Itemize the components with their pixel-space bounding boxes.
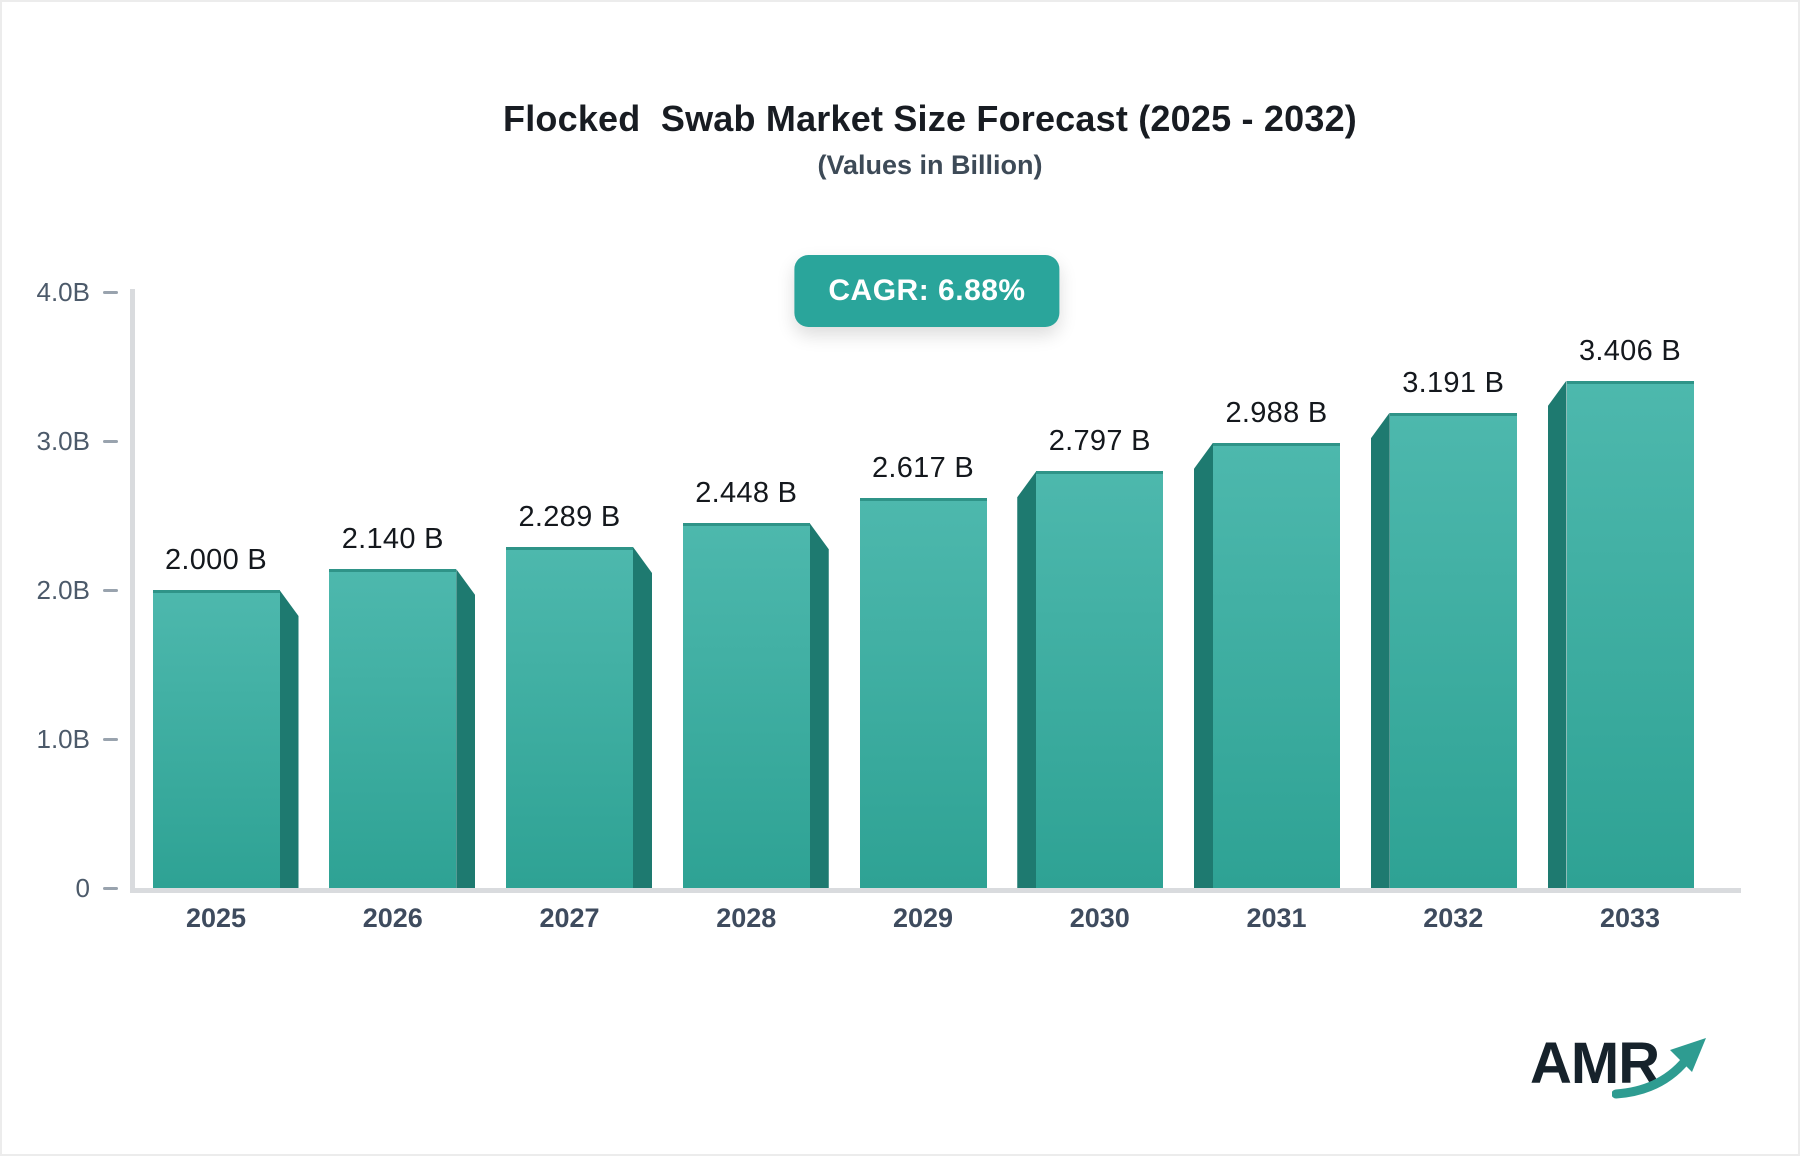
bar-side-face [1370,412,1390,888]
y-tick-label: 2.0B [36,575,91,605]
y-tick-label: 4.0B [36,277,91,307]
x-tick-label-2025: 2025 [185,903,247,933]
bar-value-label: 3.406 B [1578,334,1682,367]
bar-side-face [1194,442,1213,888]
y-tick-dash [103,738,118,741]
bar-2030[interactable] [1036,471,1164,888]
bar-value-label: 2.140 B [341,523,444,556]
y-tick-dash [103,291,118,294]
amr-logo-text: AMR [1530,1031,1660,1096]
y-tick-dash [103,887,118,890]
x-tick-label-2030: 2030 [1069,903,1130,933]
bar-value-label: 2.448 B [695,477,798,510]
x-tick-label-2031: 2031 [1246,903,1307,933]
y-tick-label: 3.0B [36,426,91,456]
amr-logo: AMR [1530,1030,1720,1110]
bar-side-face [809,523,829,888]
x-axis-line [130,888,1741,893]
x-tick-label-2027: 2027 [539,903,600,933]
bar-value-label: 3.191 B [1402,366,1505,399]
bar-side-face [456,569,476,888]
bar-side-face [1547,380,1567,888]
bar-side-face [633,546,652,888]
chart-title: Flocked Swab Market Size Forecast (2025 … [503,98,1357,139]
bar-2027[interactable] [506,546,633,888]
bar-value-label: 2.617 B [871,452,975,485]
y-tick-dash [103,589,118,592]
y-tick-label: 1.0B [36,724,91,754]
bar-value-label: 2.000 B [164,544,268,576]
bar-value-label: 2.797 B [1048,425,1151,458]
bar-side-face [1017,471,1037,888]
x-tick-label-2032: 2032 [1423,903,1484,933]
bar-2029[interactable] [859,498,987,888]
x-tick-label-2033: 2033 [1599,903,1661,933]
bar-2033[interactable] [1566,380,1694,888]
x-tick-label-2029: 2029 [892,903,954,933]
cagr-badge: CAGR: 6.88% [794,255,1060,327]
bar-2031[interactable] [1213,442,1340,888]
bar-value-label: 2.289 B [518,500,621,533]
bar-2026[interactable] [329,569,457,888]
bar-2025[interactable] [152,590,280,888]
x-tick-label-2026: 2026 [362,903,423,933]
y-tick-dash [103,440,118,443]
chart-subtitle: (Values in Billion) [817,150,1043,180]
bar-2032[interactable] [1389,412,1517,888]
y-tick-label: 0 [75,873,90,903]
bar-value-label: 2.988 B [1225,396,1328,429]
x-tick-label-2028: 2028 [716,903,777,933]
y-axis-line [130,289,135,893]
bar-2028[interactable] [682,523,810,888]
growth-arrow-icon [1612,1038,1706,1099]
bar-side-face [279,590,299,888]
